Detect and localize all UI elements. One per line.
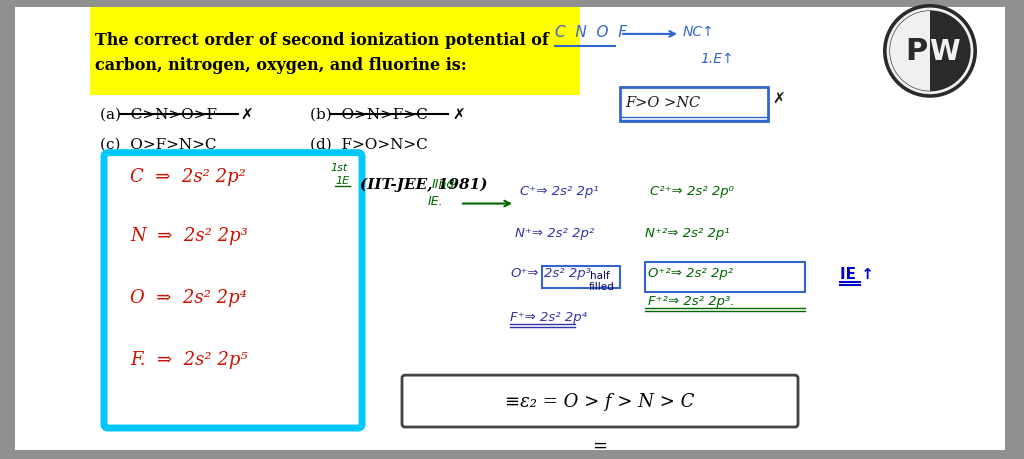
Text: O⁺⇒: O⁺⇒ (510, 267, 539, 280)
Text: C⁺⇒ 2s² 2p¹: C⁺⇒ 2s² 2p¹ (520, 184, 599, 197)
Text: C  ⇒  2s² 2p²: C ⇒ 2s² 2p² (130, 167, 246, 185)
Text: 1st: 1st (330, 162, 347, 172)
FancyBboxPatch shape (402, 375, 798, 427)
Text: (a)  C>N>O>F: (a) C>N>O>F (100, 107, 217, 122)
Text: W: W (929, 38, 959, 66)
Bar (645, 263, 805, 293)
Text: IE.: IE. (428, 194, 443, 207)
Text: 2s² 2p³: 2s² 2p³ (544, 267, 591, 280)
Text: 1E: 1E (335, 175, 349, 185)
Text: C²⁺⇒ 2s² 2p⁰: C²⁺⇒ 2s² 2p⁰ (650, 184, 734, 197)
Text: ≡ε₂ = O > f > N > C: ≡ε₂ = O > f > N > C (505, 392, 694, 410)
FancyBboxPatch shape (104, 153, 362, 428)
Wedge shape (890, 12, 930, 92)
Wedge shape (930, 12, 970, 92)
Text: ✗: ✗ (772, 92, 784, 106)
Text: carbon, nitrogen, oxygen, and fluorine is:: carbon, nitrogen, oxygen, and fluorine i… (95, 57, 467, 74)
Text: F.  ⇒  2s² 2p⁵: F. ⇒ 2s² 2p⁵ (130, 350, 248, 369)
Text: F⁺²⇒ 2s² 2p³.: F⁺²⇒ 2s² 2p³. (648, 295, 734, 308)
Text: N⁺²⇒ 2s² 2p¹: N⁺²⇒ 2s² 2p¹ (645, 227, 730, 240)
Text: ✗: ✗ (452, 107, 465, 123)
Text: O  ⇒  2s² 2p⁴: O ⇒ 2s² 2p⁴ (130, 289, 247, 307)
Text: (c)  O>F>N>C: (c) O>F>N>C (100, 137, 216, 151)
Text: =: = (593, 436, 607, 454)
Text: (b)  O>N>F>C: (b) O>N>F>C (310, 107, 428, 122)
Text: N⁺⇒ 2s² 2p²: N⁺⇒ 2s² 2p² (515, 227, 594, 240)
Text: (IIT-JEE, 1981): (IIT-JEE, 1981) (360, 177, 487, 191)
Text: ✗: ✗ (240, 107, 253, 123)
Text: N  ⇒  2s² 2p³: N ⇒ 2s² 2p³ (130, 227, 248, 245)
Circle shape (883, 5, 977, 99)
Text: half: half (590, 271, 609, 281)
Text: P: P (905, 37, 927, 66)
Text: The correct order of second ionization potential of: The correct order of second ionization p… (95, 32, 549, 49)
Text: F>O >NC: F>O >NC (625, 95, 700, 110)
Text: C  N  O  F: C N O F (555, 25, 627, 40)
Text: O⁺²⇒ 2s² 2p²: O⁺²⇒ 2s² 2p² (648, 267, 733, 280)
Text: F⁺⇒ 2s² 2p⁴: F⁺⇒ 2s² 2p⁴ (510, 311, 587, 324)
Text: (d)  F>O>N>C: (d) F>O>N>C (310, 137, 428, 151)
Text: IE ↑: IE ↑ (840, 267, 874, 282)
Bar (620, 88, 768, 122)
Text: filled: filled (589, 282, 614, 292)
Text: NC↑: NC↑ (683, 25, 715, 39)
Text: 1.E↑: 1.E↑ (700, 52, 733, 66)
Text: IInd: IInd (432, 177, 456, 190)
Bar (542, 267, 620, 289)
Bar (90, 8, 580, 95)
